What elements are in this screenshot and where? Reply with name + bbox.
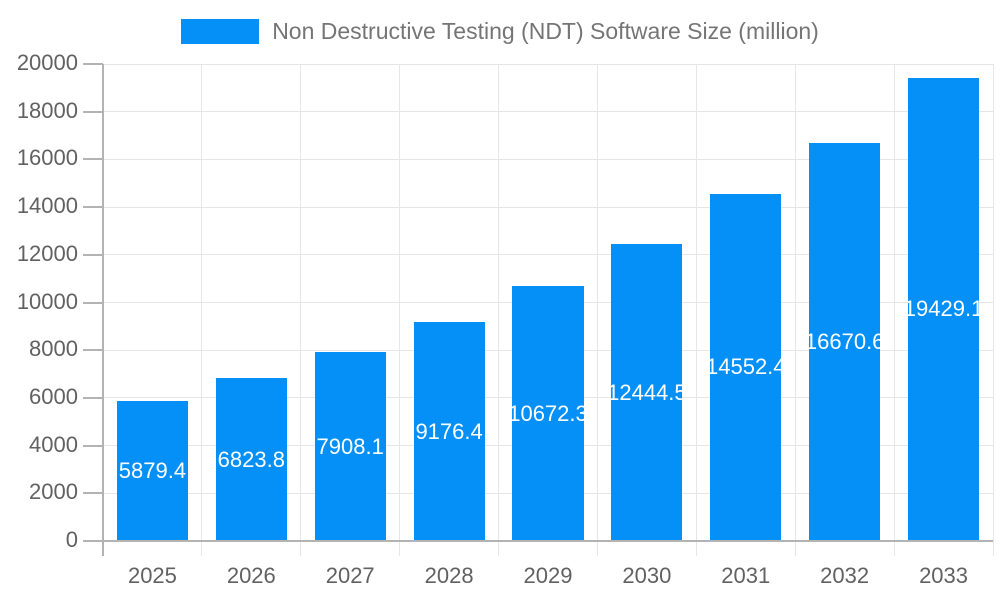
y-axis-label: 0 xyxy=(65,527,78,552)
bar[interactable]: 16670.6 xyxy=(809,143,881,541)
y-axis-tick xyxy=(83,349,103,352)
gridline-horizontal xyxy=(103,158,993,160)
bar-value-label: 16670.6 xyxy=(809,329,881,355)
gridline-vertical xyxy=(399,64,401,556)
bar[interactable]: 6823.8 xyxy=(215,378,287,541)
bar-value-label: 12444.5 xyxy=(611,379,683,405)
y-axis-label: 12000 xyxy=(16,240,78,266)
y-axis-line xyxy=(102,64,104,556)
x-axis-label: 2025 xyxy=(127,563,177,588)
x-axis-line xyxy=(83,540,993,542)
x-axis-label: 2027 xyxy=(325,563,375,588)
bar[interactable]: 5879.4 xyxy=(116,400,189,541)
x-axis-label: 2033 xyxy=(919,563,969,588)
bar-value-label: 6823.8 xyxy=(217,446,285,472)
x-axis-label: 2026 xyxy=(226,563,276,588)
bar[interactable]: 12444.5 xyxy=(611,244,683,541)
gridline-vertical xyxy=(992,64,994,556)
bar-value-label: 9176.4 xyxy=(415,418,483,444)
y-axis-tick xyxy=(83,396,103,399)
chart-legend: Non Destructive Testing (NDT) Software S… xyxy=(0,16,1000,46)
gridline-horizontal xyxy=(103,206,993,208)
gridline-vertical xyxy=(201,64,203,556)
y-axis-label: 20000 xyxy=(16,50,78,75)
y-axis-label: 4000 xyxy=(29,431,78,457)
bar-value-label: 7908.1 xyxy=(316,433,384,459)
gridline-vertical xyxy=(794,64,796,556)
y-axis-tick xyxy=(83,444,103,447)
gridline-vertical xyxy=(596,64,598,556)
bar[interactable]: 9176.4 xyxy=(413,322,485,541)
y-axis-tick xyxy=(83,253,103,256)
y-axis-tick xyxy=(83,110,103,113)
x-axis-label: 2030 xyxy=(622,563,672,588)
bar[interactable]: 10672.3 xyxy=(512,286,584,541)
y-axis-label: 8000 xyxy=(29,336,78,362)
x-axis-label: 2028 xyxy=(424,563,474,588)
bar[interactable]: 14552.4 xyxy=(710,193,782,541)
x-axis-label: 2032 xyxy=(820,563,870,588)
legend-label: Non Destructive Testing (NDT) Software S… xyxy=(272,17,819,44)
y-axis-label: 6000 xyxy=(29,383,78,409)
x-axis-label: 2031 xyxy=(721,563,771,588)
bar-value-label: 19429.1 xyxy=(907,296,980,322)
y-axis-tick xyxy=(83,492,103,495)
bar[interactable]: 7908.1 xyxy=(314,352,386,541)
gridline-horizontal xyxy=(103,254,993,256)
bar-value-label: 14552.4 xyxy=(710,354,782,380)
bar-value-label: 5879.4 xyxy=(118,457,187,483)
gridline-horizontal xyxy=(103,63,993,65)
x-axis-label: 2029 xyxy=(523,563,573,588)
y-axis-label: 2000 xyxy=(29,479,78,505)
y-axis-tick xyxy=(83,158,103,161)
gridline-vertical xyxy=(498,64,500,556)
gridline-vertical xyxy=(893,64,895,556)
gridline-vertical xyxy=(695,64,697,556)
bar-value-label: 10672.3 xyxy=(512,400,584,426)
y-axis-tick xyxy=(83,206,103,209)
legend-color-swatch xyxy=(181,18,260,44)
gridline-vertical xyxy=(300,64,302,556)
y-axis-tick xyxy=(83,301,103,304)
y-axis-label: 10000 xyxy=(16,288,78,314)
y-axis-label: 18000 xyxy=(16,97,78,123)
y-axis-label: 14000 xyxy=(16,193,78,219)
gridline-horizontal xyxy=(103,111,993,113)
y-axis-tick xyxy=(83,63,103,65)
bar[interactable]: 19429.1 xyxy=(907,77,980,541)
y-axis-label: 16000 xyxy=(16,145,78,171)
